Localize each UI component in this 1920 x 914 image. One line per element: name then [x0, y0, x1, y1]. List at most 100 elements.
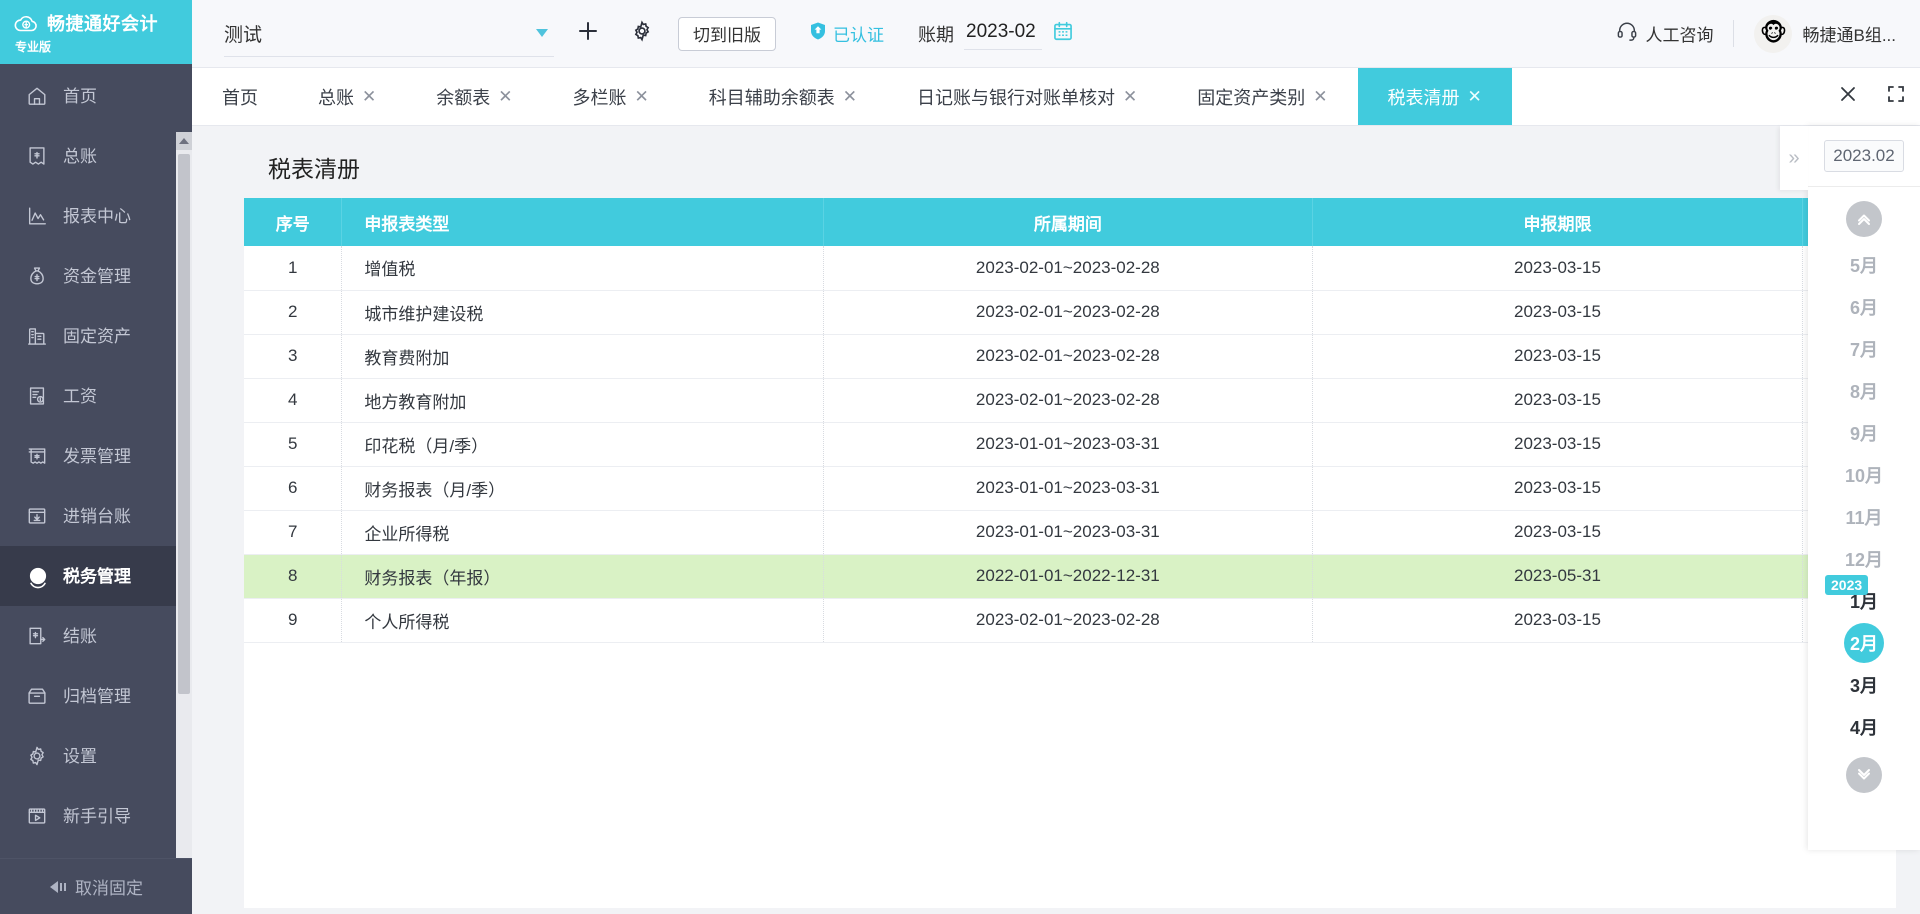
month-item-11[interactable]: 4月: [1849, 718, 1878, 738]
user-menu[interactable]: 🐵 畅捷通B组...: [1734, 14, 1896, 53]
brand-logo[interactable]: 畅捷通好会计 专业版: [0, 0, 192, 65]
sidebar: 畅捷通好会计 专业版 首页 总账 报表中心 资金管理固定资产工资 发票管理 进销台账税 税务…: [0, 0, 192, 914]
home-icon: [26, 85, 48, 107]
tab-close-icon[interactable]: ✕: [1313, 87, 1328, 106]
main-content: 税表清册 刷新 序号 申报表类型 所属期间: [192, 126, 1920, 914]
brand-edition: 专业版: [15, 40, 52, 55]
table-row[interactable]: 2 城市维护建设税 2023-02-01~2023-02-28 2023-03-15: [244, 290, 1896, 335]
sidebar-item-4[interactable]: 固定资产: [0, 306, 192, 366]
cell-type: 城市维护建设税: [341, 290, 824, 335]
topbar: 测试 切到旧版 已认证: [192, 0, 1920, 68]
human-support-label: 人工咨询: [1645, 26, 1714, 45]
month-item-1[interactable]: 6月: [1849, 298, 1878, 318]
tab-label: 税表清册: [1387, 87, 1460, 108]
verified-badge[interactable]: 已认证: [808, 21, 884, 46]
calendar-icon[interactable]: [1052, 20, 1074, 47]
month-item-6[interactable]: 11月: [1845, 508, 1883, 528]
table-row[interactable]: 1 增值税 2023-02-01~2023-02-28 2023-03-15: [244, 246, 1896, 291]
add-account-button[interactable]: [568, 14, 608, 54]
sidebar-item-1[interactable]: 总账: [0, 126, 192, 186]
tab-close-icon[interactable]: ✕: [842, 87, 857, 106]
scroll-up-arrow[interactable]: [176, 132, 192, 151]
close-icon: [1838, 84, 1858, 109]
building-icon: [26, 325, 48, 347]
tab-3[interactable]: 多栏账 ✕: [543, 68, 679, 125]
sidebar-item-8[interactable]: 税 税务管理: [0, 546, 192, 607]
table-row[interactable]: 7 企业所得税 2023-01-01~2023-03-31 2023-03-15: [244, 510, 1896, 555]
fullscreen-button[interactable]: [1872, 68, 1920, 125]
close-all-tabs-button[interactable]: [1824, 68, 1872, 125]
sidebar-item-label: 固定资产: [63, 326, 131, 346]
sidebar-pin-toggle[interactable]: 取消固定: [0, 858, 192, 914]
current-period-display[interactable]: 2023.02: [1824, 140, 1904, 172]
cell-index: 1: [244, 246, 343, 291]
scroll-thumb[interactable]: [178, 154, 190, 695]
tab-close-icon[interactable]: ✕: [1467, 87, 1482, 106]
sidebar-item-10[interactable]: 归档管理: [0, 666, 192, 726]
human-support-button[interactable]: 人工咨询: [1616, 20, 1735, 47]
table-row[interactable]: 8 财务报表（年报） 2022-01-01~2022-12-31 2023-05-31: [244, 554, 1896, 599]
chevrons-down-icon[interactable]: [1846, 757, 1882, 793]
sidebar-item-7[interactable]: 进销台账: [0, 486, 192, 546]
table-row[interactable]: 4 地方教育附加 2023-02-01~2023-02-28 2023-03-15: [244, 378, 1896, 423]
col-header-type: 申报表类型: [341, 198, 824, 246]
table-row[interactable]: 6 财务报表（月/季） 2023-01-01~2023-03-31 2023-03-1…: [244, 466, 1896, 511]
sidebar-item-13[interactable]: 好会员: [0, 846, 192, 858]
account-set-selector[interactable]: 测试: [224, 11, 554, 57]
sidebar-item-label: 结账: [63, 626, 97, 646]
tab-5[interactable]: 日记账与银行对账单核对 ✕: [887, 68, 1167, 125]
tab-label: 余额表: [436, 87, 491, 108]
cell-period: 2023-02-01~2023-02-28: [823, 378, 1314, 423]
cell-index: 9: [244, 598, 343, 643]
sidebar-item-5[interactable]: 工资: [0, 366, 192, 426]
switch-old-version-button[interactable]: 切到旧版: [678, 16, 776, 51]
month-panel-divider: [1808, 186, 1920, 187]
tab-close-icon[interactable]: ✕: [362, 87, 377, 106]
tax-icon: 税: [26, 565, 48, 589]
table-row[interactable]: 3 教育费附加 2023-02-01~2023-02-28 2023-03-15: [244, 334, 1896, 379]
period-value[interactable]: 2023-02: [964, 17, 1042, 50]
tab-2[interactable]: 余额表 ✕: [406, 68, 542, 125]
topbar-settings-button[interactable]: [622, 14, 662, 54]
sidebar-item-0[interactable]: 首页: [0, 66, 192, 126]
month-item-3[interactable]: 8月: [1849, 382, 1878, 402]
tab-4[interactable]: 科目辅助余额表 ✕: [679, 68, 887, 125]
month-item-9[interactable]: 2月: [1844, 623, 1884, 663]
sidebar-item-2[interactable]: 报表中心: [0, 186, 192, 246]
svg-text:税: 税: [33, 571, 42, 583]
month-item-7[interactable]: 12月: [1844, 550, 1884, 570]
cell-due: 2023-03-15: [1312, 510, 1803, 555]
sidebar-item-6[interactable]: 发票管理: [0, 426, 192, 486]
sidebar-item-9[interactable]: 结账: [0, 606, 192, 666]
month-item-2[interactable]: 7月: [1849, 340, 1878, 360]
tab-6[interactable]: 固定资产类别 ✕: [1167, 68, 1357, 125]
tab-7[interactable]: 税表清册 ✕: [1357, 68, 1512, 125]
archive-icon: [26, 685, 48, 707]
table-row[interactable]: 5 印花税（月/季） 2023-01-01~2023-03-31 2023-03-15: [244, 422, 1896, 467]
month-item-5[interactable]: 10月: [1844, 466, 1884, 486]
month-item-8[interactable]: 1月: [1849, 592, 1878, 612]
sidebar-item-12[interactable]: 新手引导: [0, 786, 192, 846]
sidebar-item-3[interactable]: 资金管理: [0, 246, 192, 306]
table-row[interactable]: 9 个人所得税 2023-02-01~2023-02-28 2023-03-15: [244, 598, 1896, 643]
col-header-period: 所属期间: [823, 198, 1314, 246]
sidebar-item-11[interactable]: 设置: [0, 726, 192, 786]
col-header-index: 序号: [244, 198, 343, 246]
tab-close-icon[interactable]: ✕: [498, 87, 513, 106]
tab-close-icon[interactable]: ✕: [1123, 87, 1138, 106]
cell-due: 2023-03-15: [1312, 466, 1803, 511]
chevrons-right-icon[interactable]: »: [1780, 126, 1808, 190]
cell-period: 2023-02-01~2023-02-28: [823, 598, 1314, 643]
month-item-10[interactable]: 3月: [1849, 676, 1878, 696]
tab-1[interactable]: 总账 ✕: [288, 68, 406, 125]
shield-check-icon: [808, 21, 828, 46]
chevrons-up-icon[interactable]: [1846, 201, 1882, 237]
cell-due: 2023-03-15: [1312, 378, 1803, 423]
month-item-0[interactable]: 5月: [1849, 256, 1878, 276]
month-item-4[interactable]: 9月: [1849, 424, 1878, 444]
brand-logo-row: 畅捷通好会计: [14, 11, 192, 37]
sidebar-item-label: 设置: [63, 746, 97, 766]
tab-close-icon[interactable]: ✕: [634, 87, 649, 106]
tab-0[interactable]: 首页: [192, 68, 288, 125]
sidebar-scrollbar[interactable]: [176, 132, 192, 858]
